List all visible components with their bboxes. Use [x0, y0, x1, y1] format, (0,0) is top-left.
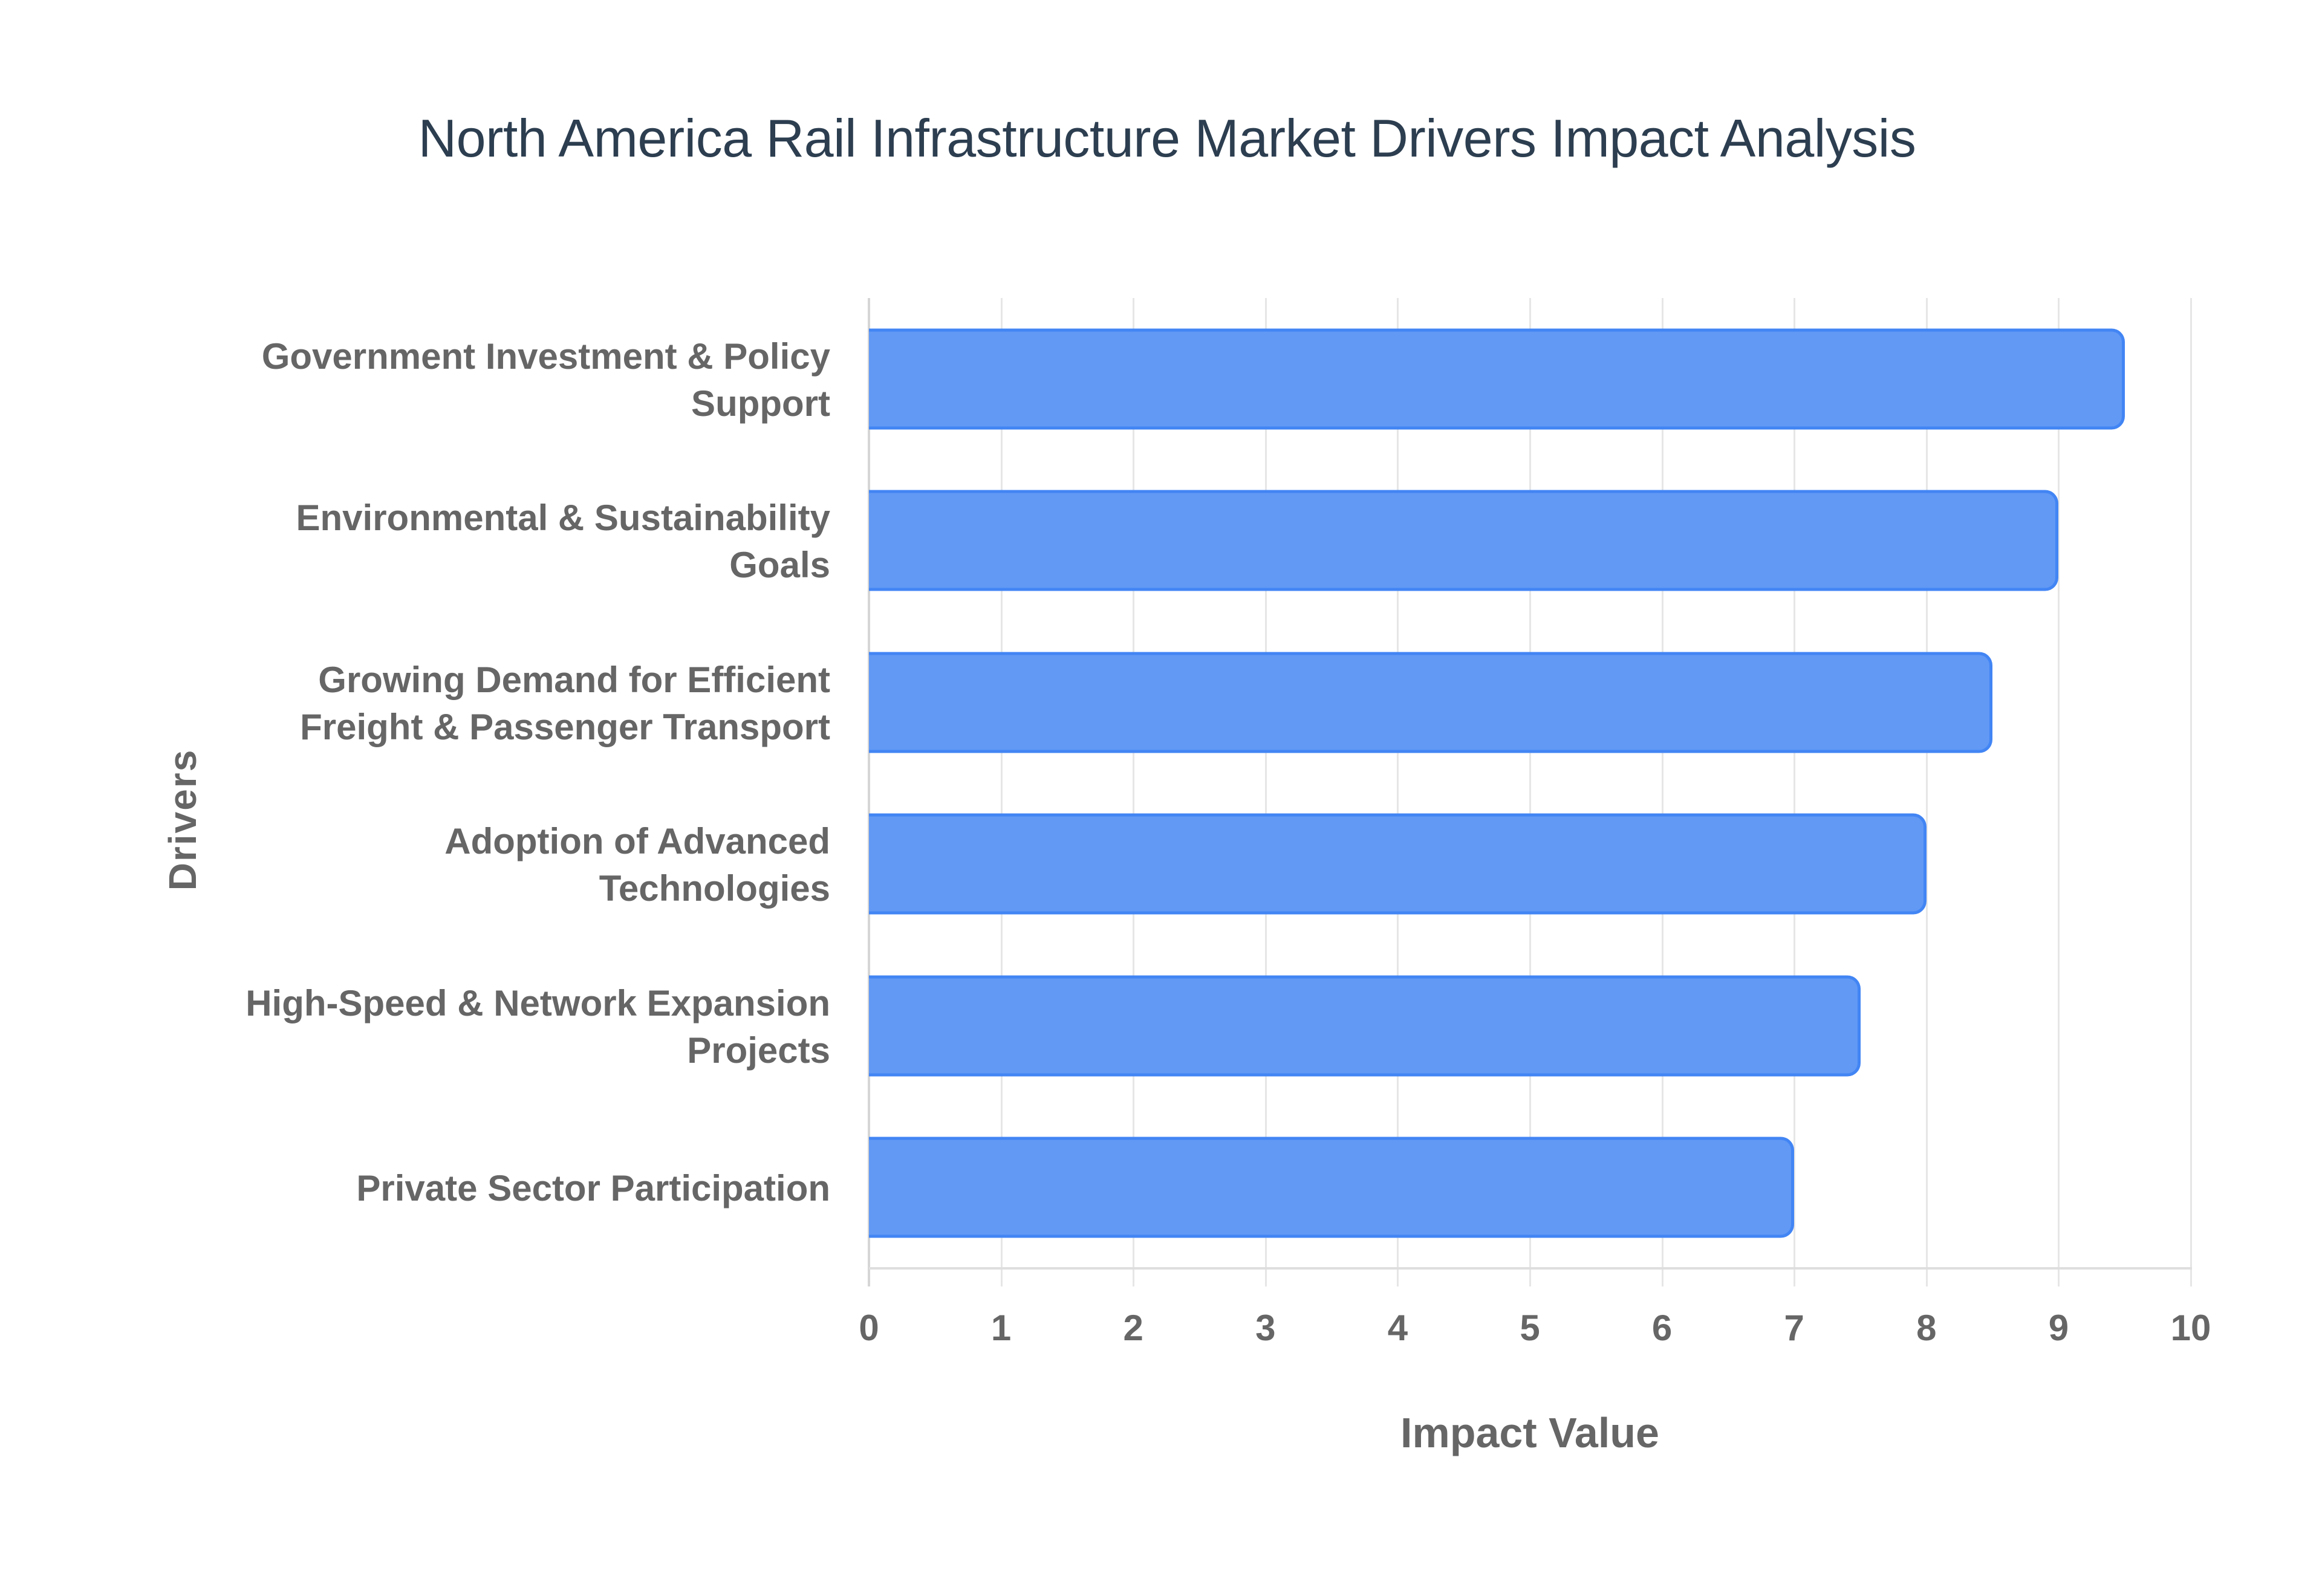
y-axis-label-line: Technologies	[599, 868, 830, 909]
y-axis-label-line: Freight & Passenger Transport	[300, 706, 830, 747]
gridline	[1264, 298, 1267, 1286]
gridline	[2190, 298, 2192, 1286]
x-axis-tick-label: 2	[1123, 1308, 1143, 1348]
y-axis-label: Adoption of Advanced Technologies	[165, 818, 830, 912]
plot-area	[868, 298, 2192, 1286]
gridline	[1133, 298, 1135, 1286]
x-axis-tick-label: 6	[1651, 1308, 1673, 1348]
y-axis-label-line: Private Sector Participation	[356, 1168, 830, 1209]
x-axis-title: Impact Value	[1400, 1409, 1659, 1456]
bar[interactable]	[869, 1137, 1795, 1238]
x-axis-tick-label: 8	[1916, 1308, 1937, 1348]
x-axis-tick-label: 9	[2048, 1308, 2069, 1348]
y-axis-label-line: Government Investment & Policy	[261, 336, 830, 377]
x-axis-tick-label: 10	[2170, 1308, 2211, 1348]
y-axis-label-line: Environmental & Sustainability	[296, 498, 830, 539]
bar[interactable]	[869, 813, 1927, 915]
y-axis-label-line: Adoption of Advanced	[444, 821, 830, 862]
chart-title: North America Rail Infrastructure Market…	[418, 108, 1916, 168]
y-axis-label: Growing Demand for Efficient Freight & Pa…	[165, 657, 830, 751]
y-axis-line	[868, 298, 870, 1286]
bar[interactable]	[869, 975, 1861, 1077]
y-axis-label-line: Support	[691, 383, 830, 424]
x-axis-tick-label: 7	[1784, 1308, 1804, 1348]
bar-row	[869, 783, 2191, 946]
y-axis-label-line: High-Speed & Network Expansion	[246, 982, 830, 1023]
bar-row	[869, 460, 2191, 622]
x-axis-tick-label: 0	[859, 1308, 879, 1348]
bar[interactable]	[869, 652, 1993, 753]
x-axis-line	[869, 1267, 2192, 1270]
bar-row	[869, 1107, 2191, 1269]
y-axis-label: High-Speed & Network Expansion Projects	[165, 980, 830, 1074]
y-axis-label: Private Sector Participation	[165, 1165, 830, 1212]
gridline	[1000, 298, 1003, 1286]
x-axis-tick-label: 3	[1255, 1308, 1276, 1348]
y-axis-label-line: Projects	[687, 1030, 830, 1071]
gridline	[2058, 298, 2060, 1286]
gridline	[1529, 298, 1531, 1286]
bar-row	[869, 945, 2191, 1107]
gridline	[1794, 298, 1796, 1286]
y-axis-label: Environmental & Sustainability Goals	[165, 495, 830, 589]
gridline	[1397, 298, 1399, 1286]
bar[interactable]	[869, 490, 2059, 591]
bar[interactable]	[869, 328, 2125, 430]
gridline	[1661, 298, 1663, 1286]
x-axis-tick-label: 1	[990, 1308, 1012, 1348]
x-axis-tick-label: 4	[1387, 1308, 1408, 1348]
bar-row	[869, 298, 2191, 460]
x-axis-tick-label: 5	[1520, 1308, 1540, 1348]
y-axis-label-line: Growing Demand for Efficient	[318, 659, 830, 700]
y-axis-label-line: Goals	[729, 545, 830, 586]
gridline	[1925, 298, 1928, 1286]
bar-row	[869, 621, 2191, 783]
y-axis-label: Government Investment & Policy Support	[165, 333, 830, 427]
